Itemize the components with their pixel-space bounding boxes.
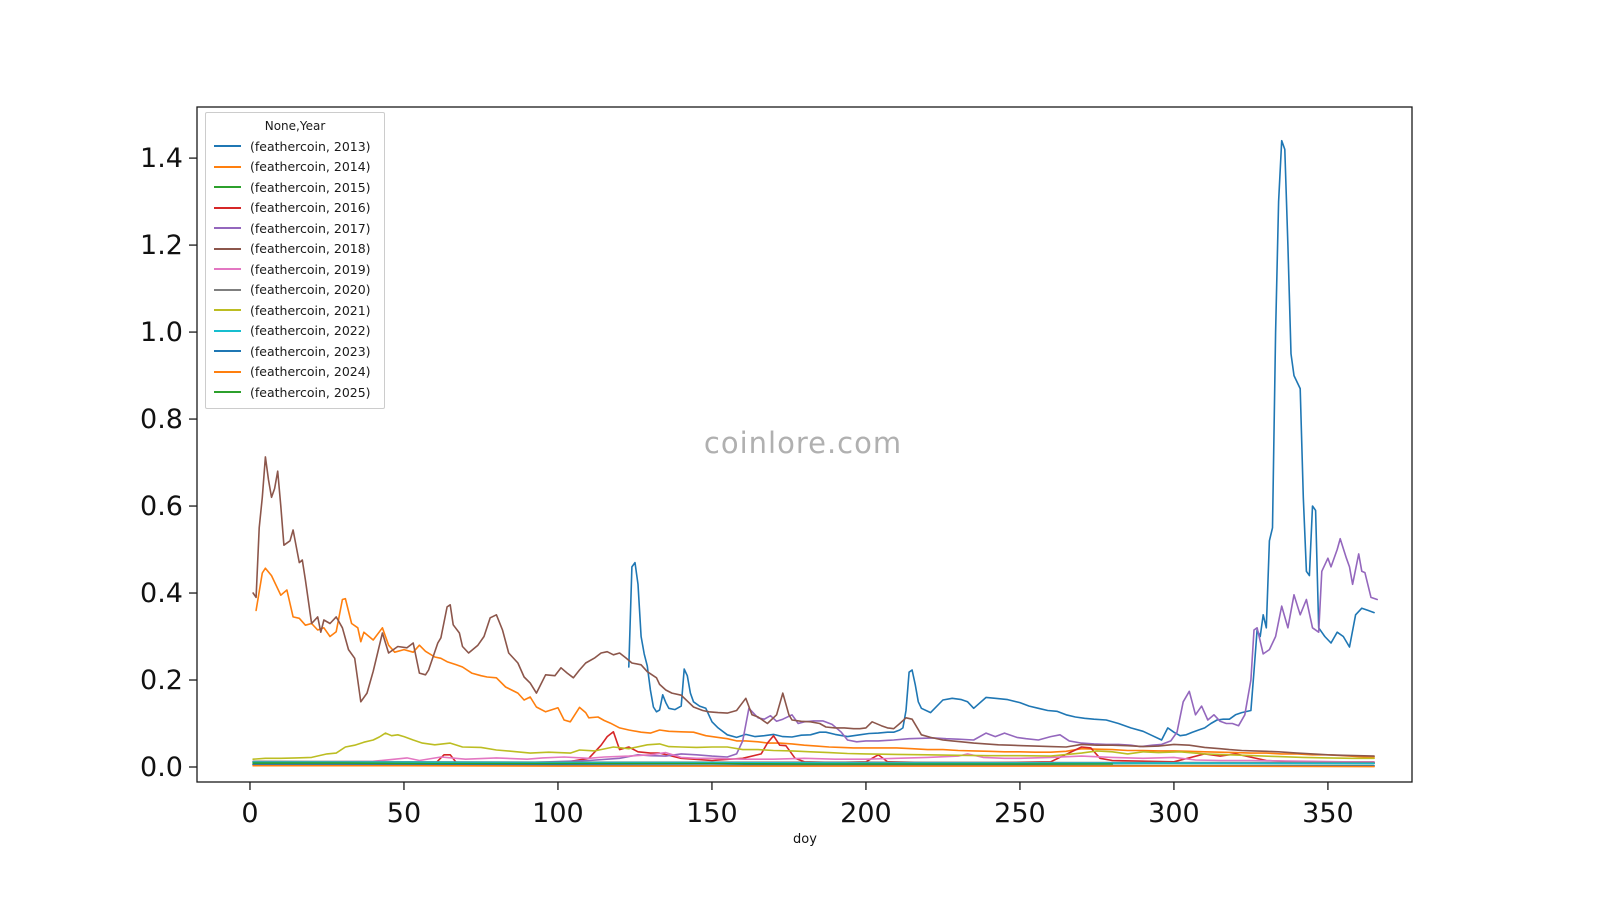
legend-swatch-2020 <box>214 288 241 291</box>
series-line-2013 <box>627 139 1375 741</box>
legend-swatch-2025 <box>214 391 241 394</box>
x-tick-label: 150 <box>686 798 738 829</box>
legend-item-2024: (feathercoin, 2024) <box>214 362 376 383</box>
legend-item-label: (feathercoin, 2013) <box>250 138 371 154</box>
legend-item-label: (feathercoin, 2018) <box>250 241 371 257</box>
legend-swatch-2013 <box>214 145 241 148</box>
legend-item-2022: (feathercoin, 2022) <box>214 321 376 342</box>
series-line-2019 <box>252 751 1375 763</box>
y-tick-label: 0.8 <box>140 404 183 435</box>
series-line-2014 <box>255 567 1375 758</box>
series-line-2018 <box>252 456 1375 757</box>
legend-item-2025: (feathercoin, 2025) <box>214 382 376 403</box>
legend-item-label: (feathercoin, 2022) <box>250 323 371 339</box>
y-tick-label: 0.4 <box>140 578 183 609</box>
x-tick-label: 350 <box>1302 798 1354 829</box>
legend-item-label: (feathercoin, 2023) <box>250 343 371 359</box>
y-tick-label: 0.0 <box>140 752 183 783</box>
y-tick-label: 0.6 <box>140 491 183 522</box>
legend-swatch-2016 <box>214 206 241 209</box>
legend-item-label: (feathercoin, 2016) <box>250 200 371 216</box>
y-tick-label: 1.0 <box>140 317 183 348</box>
legend-swatch-2021 <box>214 309 241 312</box>
x-tick-label: 100 <box>532 798 584 829</box>
legend-item-label: (feathercoin, 2014) <box>250 159 371 175</box>
x-axis-label: doy <box>793 832 817 847</box>
x-tick-label: 300 <box>1148 798 1200 829</box>
series-line-2024 <box>252 764 1375 768</box>
x-tick-label: 250 <box>994 798 1046 829</box>
legend-item-label: (feathercoin, 2019) <box>250 261 371 277</box>
legend-item-2014: (feathercoin, 2014) <box>214 157 376 178</box>
legend: None,Year (feathercoin, 2013) (feathercoi… <box>205 112 385 409</box>
legend-swatch-2018 <box>214 247 241 250</box>
legend-item-2020: (feathercoin, 2020) <box>214 280 376 301</box>
legend-item-label: (feathercoin, 2015) <box>250 179 371 195</box>
legend-items: (feathercoin, 2013) (feathercoin, 2014) (f… <box>214 136 376 403</box>
legend-item-label: (feathercoin, 2020) <box>250 282 371 298</box>
y-tick-label: 1.4 <box>140 143 183 174</box>
legend-title: None,Year <box>264 119 326 133</box>
legend-swatch-2014 <box>214 165 241 168</box>
legend-item-2021: (feathercoin, 2021) <box>214 300 376 321</box>
legend-item-2015: (feathercoin, 2015) <box>214 177 376 198</box>
series-line-2025 <box>252 762 1114 765</box>
series-line-2022 <box>252 761 1375 765</box>
legend-item-2023: (feathercoin, 2023) <box>214 341 376 362</box>
series-line-2017 <box>252 537 1378 766</box>
legend-swatch-2019 <box>214 268 241 271</box>
x-tick-label: 200 <box>840 798 892 829</box>
legend-item-2019: (feathercoin, 2019) <box>214 259 376 280</box>
x-tick-label: 0 <box>241 798 258 829</box>
y-tick-label: 0.2 <box>140 665 183 696</box>
legend-item-2013: (feathercoin, 2013) <box>214 136 376 157</box>
legend-swatch-2022 <box>214 329 241 332</box>
legend-swatch-2015 <box>214 186 241 189</box>
plot-border <box>196 106 1413 783</box>
legend-swatch-2017 <box>214 227 241 230</box>
legend-item-2017: (feathercoin, 2017) <box>214 218 376 239</box>
x-tick-label: 50 <box>387 798 421 829</box>
legend-item-label: (feathercoin, 2025) <box>250 384 371 400</box>
series-line-2021 <box>252 732 1375 761</box>
legend-swatch-2024 <box>214 370 241 373</box>
legend-item-label: (feathercoin, 2024) <box>250 364 371 380</box>
legend-item-2016: (feathercoin, 2016) <box>214 198 376 219</box>
legend-item-2018: (feathercoin, 2018) <box>214 239 376 260</box>
y-tick-label: 1.2 <box>140 230 183 261</box>
legend-item-label: (feathercoin, 2017) <box>250 220 371 236</box>
legend-swatch-2023 <box>214 350 241 353</box>
watermark: coinlore.com <box>703 426 903 460</box>
legend-item-label: (feathercoin, 2021) <box>250 302 371 318</box>
